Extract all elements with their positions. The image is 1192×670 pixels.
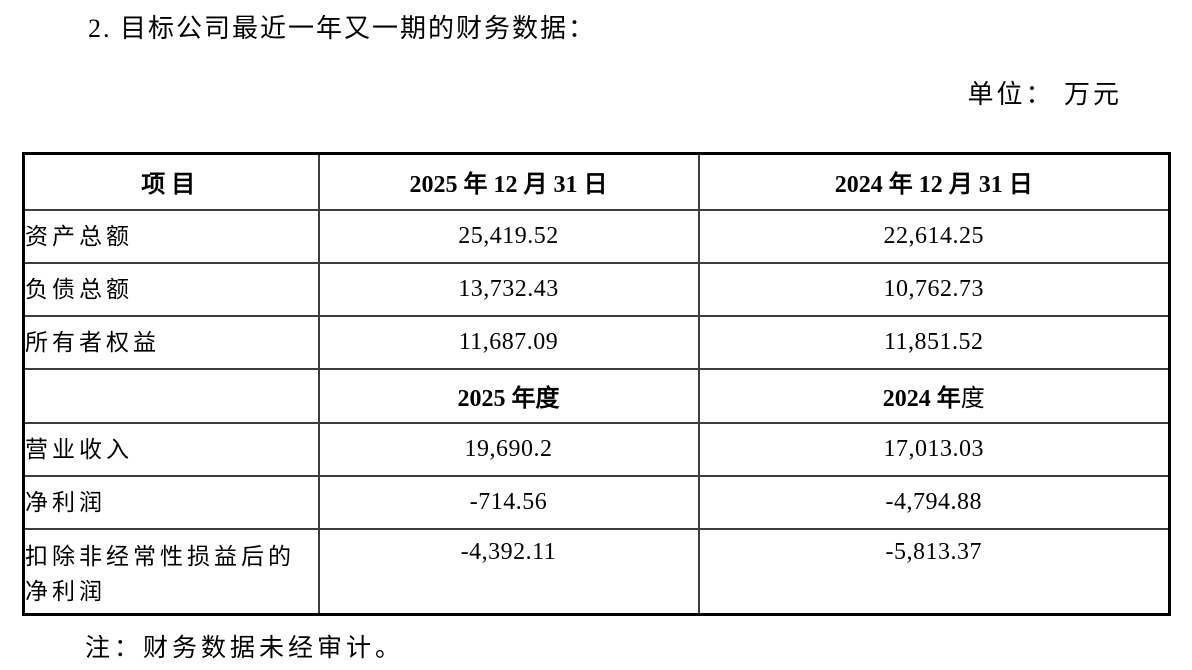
footnote: 注：财务数据未经审计。 bbox=[85, 635, 405, 662]
table-header-row: 项目 2025 年 12 月 31 日 2024 年 12 月 31 日 bbox=[22, 152, 1171, 211]
financial-table: 项目 2025 年 12 月 31 日 2024 年 12 月 31 日 资产总… bbox=[22, 152, 1171, 616]
section-title: 2. 目标公司最近一年又一期的财务数据： bbox=[88, 14, 597, 43]
period-2024-bold-part: 2024 年 bbox=[882, 386, 961, 412]
row-label: 所有者权益 bbox=[22, 314, 320, 370]
col-header-2025-date: 2025 年 12 月 31 日 bbox=[317, 152, 700, 211]
col-header-2024-date: 2024 年 12 月 31 日 bbox=[697, 152, 1171, 211]
row-label: 资产总额 bbox=[22, 208, 320, 264]
table-row-total-assets: 资产总额 25,419.52 22,614.25 bbox=[22, 208, 1171, 264]
value-2024: 11,851.52 bbox=[697, 314, 1171, 370]
period-header-2025: 2025 年度 bbox=[317, 367, 700, 424]
value-2025: 19,690.2 bbox=[317, 421, 700, 477]
value-2024: -5,813.37 bbox=[697, 527, 1171, 616]
value-2025: 11,687.09 bbox=[317, 314, 700, 370]
table-row-total-liabilities: 负债总额 13,732.43 10,762.73 bbox=[22, 261, 1171, 317]
value-2025: -4,392.11 bbox=[317, 527, 700, 616]
table-row-net-profit: 净利润 -714.56 -4,794.88 bbox=[22, 474, 1171, 530]
value-2025: -714.56 bbox=[317, 474, 700, 530]
period-2024-regular-part: 度 bbox=[960, 386, 985, 412]
value-2024: 22,614.25 bbox=[697, 208, 1171, 264]
table-row-period-header: 2025 年度 2024 年度 bbox=[22, 367, 1171, 424]
row-label: 扣除非经常性损益后的净利润 bbox=[22, 527, 320, 616]
period-header-2024: 2024 年度 bbox=[697, 367, 1171, 424]
table-row-owners-equity: 所有者权益 11,687.09 11,851.52 bbox=[22, 314, 1171, 370]
table-row-net-profit-excl-nonrecurring: 扣除非经常性损益后的净利润 -4,392.11 -5,813.37 bbox=[22, 527, 1171, 616]
row-label: 负债总额 bbox=[22, 261, 320, 317]
value-2025: 13,732.43 bbox=[317, 261, 700, 317]
col-header-item: 项目 bbox=[22, 152, 320, 211]
empty-cell bbox=[22, 367, 320, 424]
value-2024: -4,794.88 bbox=[697, 474, 1171, 530]
value-2024: 17,013.03 bbox=[697, 421, 1171, 477]
table-row-operating-revenue: 营业收入 19,690.2 17,013.03 bbox=[22, 421, 1171, 477]
row-label: 营业收入 bbox=[22, 421, 320, 477]
value-2024: 10,762.73 bbox=[697, 261, 1171, 317]
row-label: 净利润 bbox=[22, 474, 320, 530]
unit-label: 单位： 万元 bbox=[967, 80, 1122, 109]
value-2025: 25,419.52 bbox=[317, 208, 700, 264]
